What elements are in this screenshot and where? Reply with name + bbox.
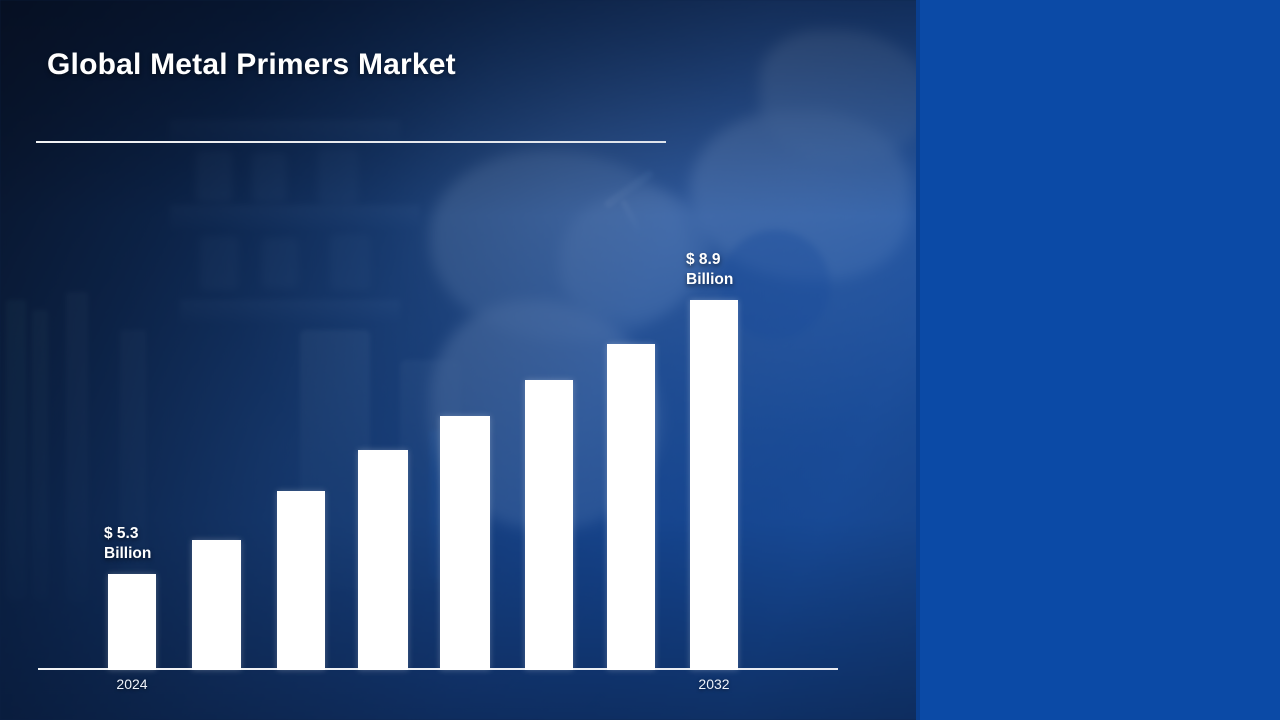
panel-divider bbox=[916, 0, 920, 720]
bar-value-label: $ 8.9 Billion bbox=[686, 251, 734, 288]
bar-2029 bbox=[525, 380, 573, 670]
bar-2028 bbox=[440, 416, 490, 670]
brand-panel: VERIFIED MARKET RESEARCH ® 6.2% CAGR fro… bbox=[920, 0, 1280, 720]
bar-2026 bbox=[277, 491, 325, 670]
bar-2025 bbox=[192, 540, 241, 670]
bar-chart: $ 5.3 Billion $ 8.9 Billion 2024 2032 bbox=[38, 251, 838, 692]
title-divider bbox=[36, 141, 666, 143]
x-tick-2032: 2032 bbox=[698, 676, 730, 692]
bar-2032 bbox=[690, 300, 738, 670]
chart-axis-line bbox=[38, 668, 838, 670]
chart-panel: Global Metal Primers Market $ 5.3 Billio… bbox=[0, 0, 920, 720]
bar-2024 bbox=[108, 574, 156, 670]
bar-2030 bbox=[607, 344, 655, 670]
bar-value-label: $ 5.3 Billion bbox=[104, 525, 152, 562]
bar-2027 bbox=[358, 450, 408, 670]
page-title: Global Metal Primers Market bbox=[47, 48, 456, 81]
x-tick-2024: 2024 bbox=[116, 676, 148, 692]
